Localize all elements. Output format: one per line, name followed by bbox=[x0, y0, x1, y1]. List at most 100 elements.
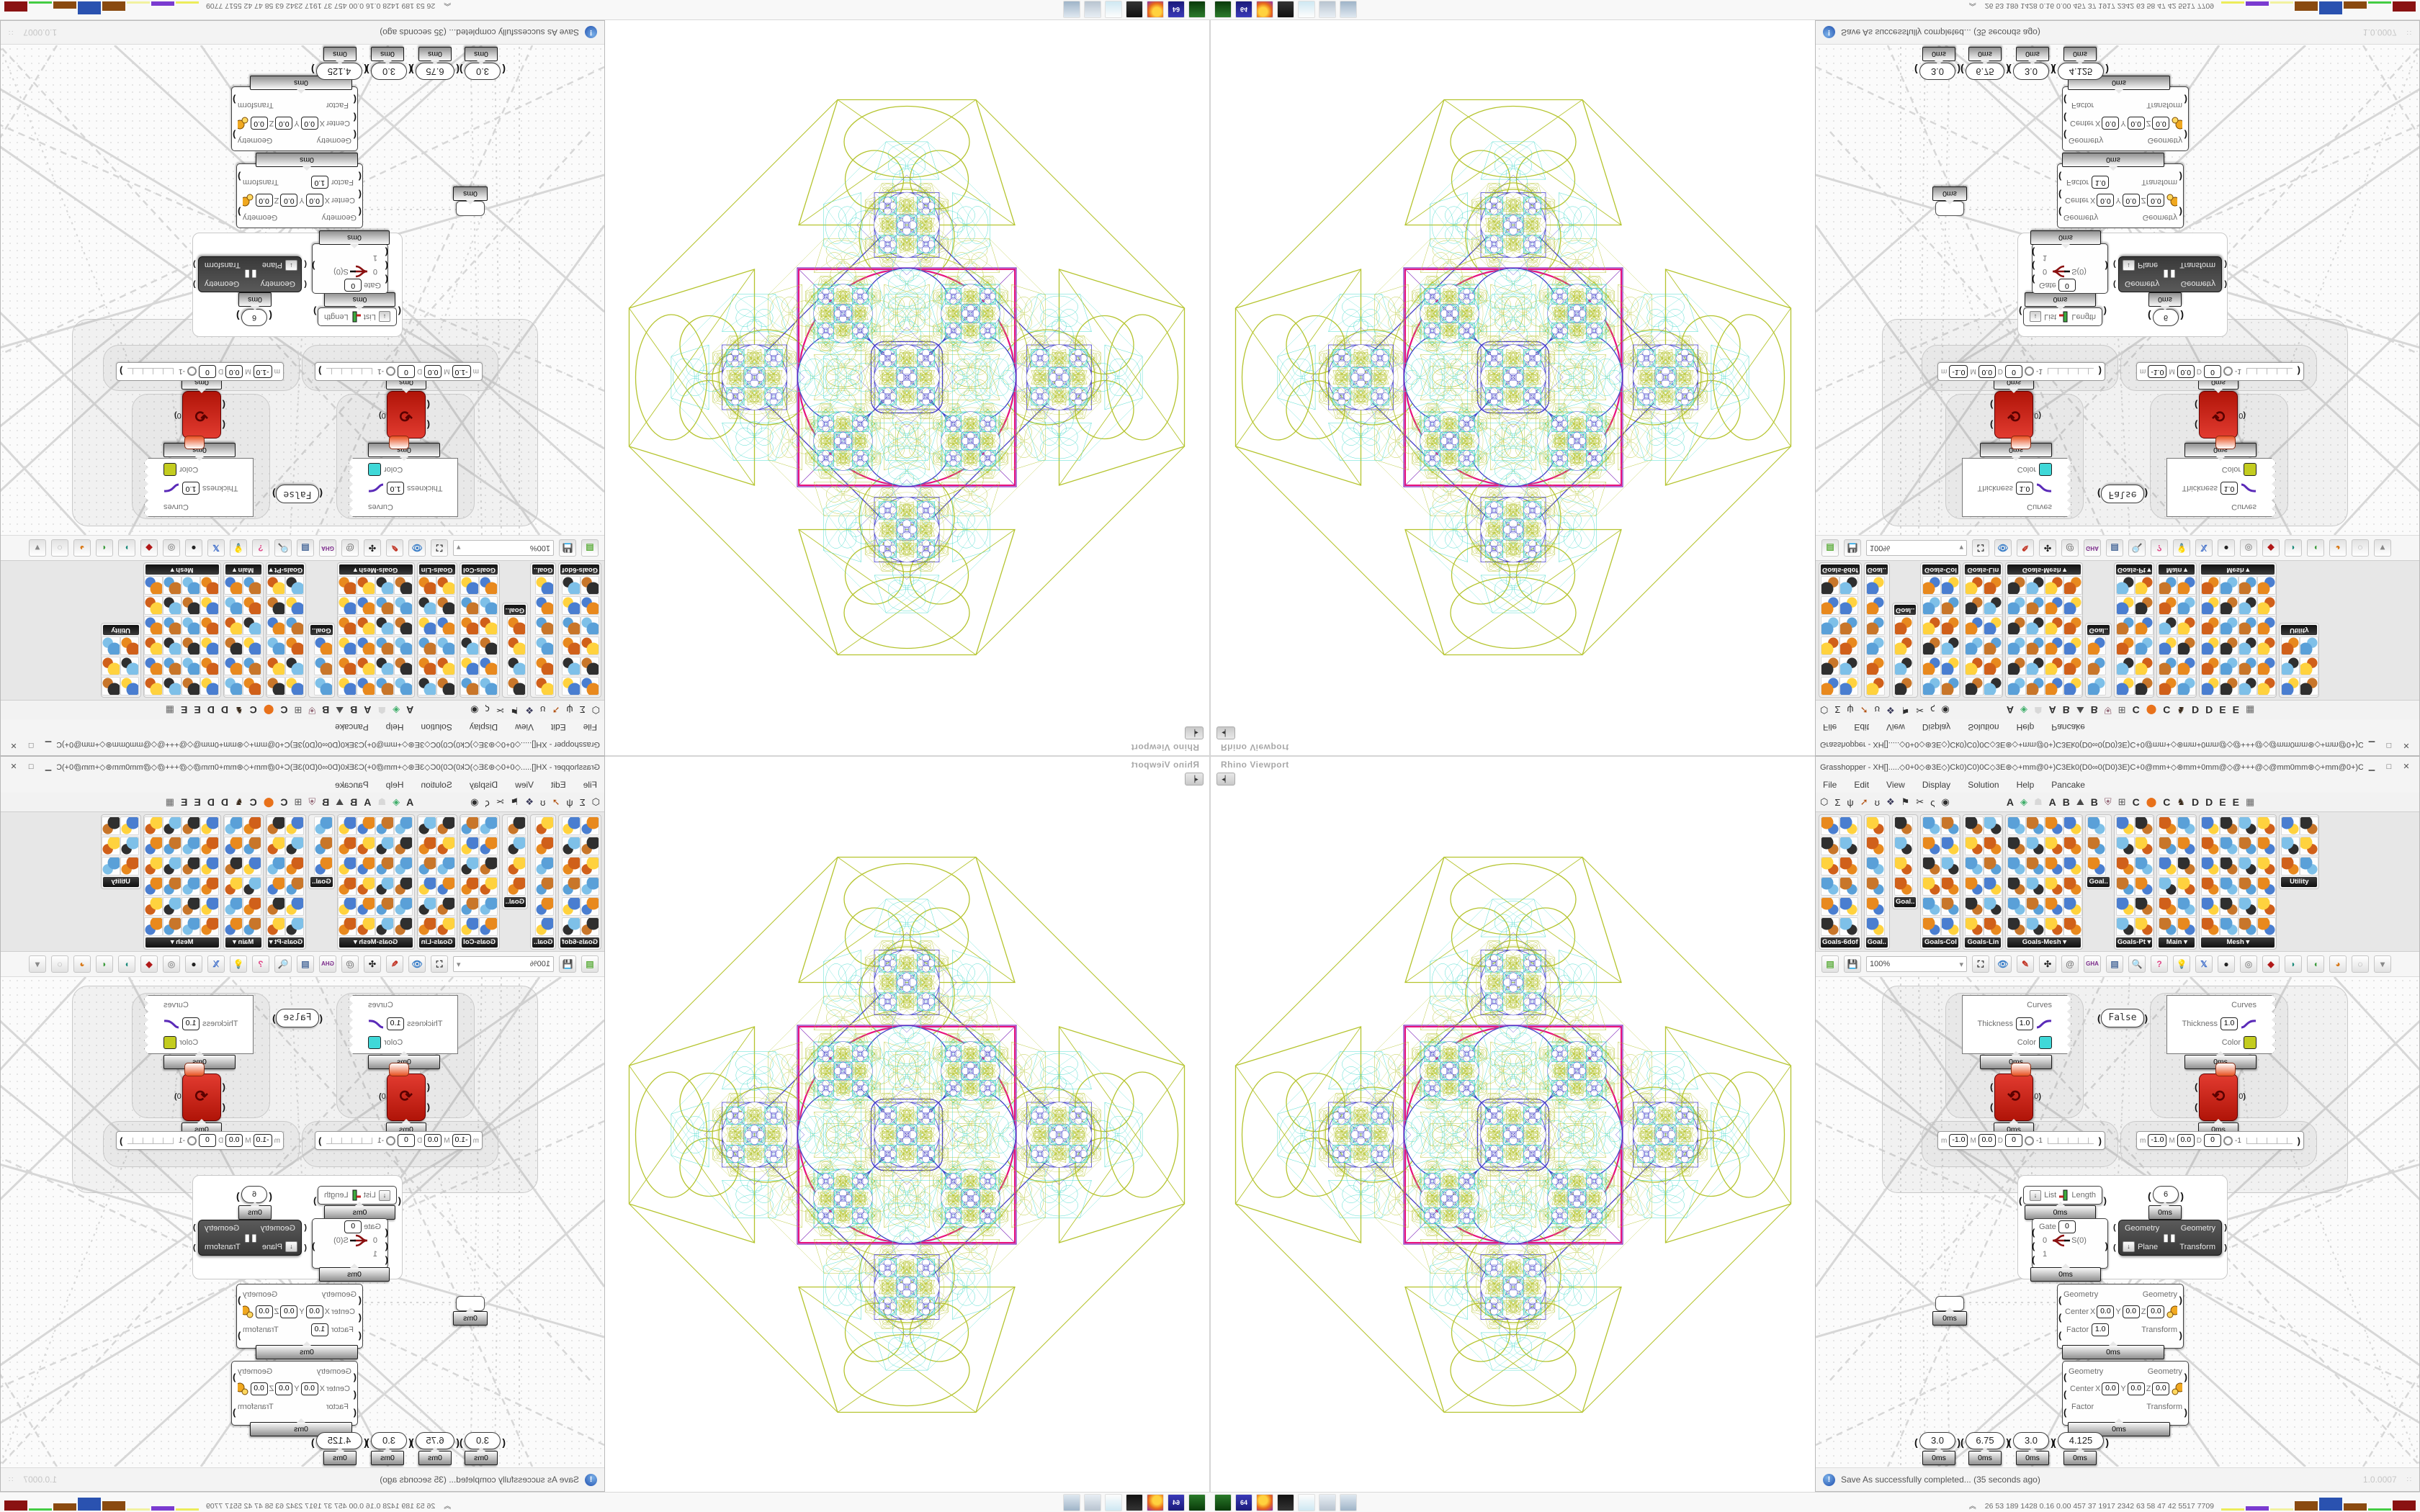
component-icon[interactable] bbox=[562, 596, 581, 615]
menu-item-pancake[interactable]: Pancake bbox=[335, 780, 369, 790]
tab-plugin-icon[interactable]: ◈ bbox=[2020, 705, 2027, 716]
component-icon[interactable] bbox=[2115, 616, 2135, 635]
grasshopper-canvas[interactable]: Curves Thickness 1.0 Color Curves Thickn… bbox=[1816, 977, 2419, 1467]
component-icon[interactable] bbox=[2281, 837, 2300, 855]
palette-group-label[interactable]: Goal.. bbox=[1865, 937, 1888, 948]
component-icon[interactable] bbox=[478, 657, 498, 675]
component-icon[interactable] bbox=[1984, 857, 2003, 876]
resource-monitor[interactable]: ︽ 26 53 189 1428 0.16 0.00 457 37 1917 23… bbox=[4, 1495, 451, 1511]
component-icon[interactable] bbox=[1922, 877, 1942, 896]
component-icon[interactable] bbox=[436, 837, 455, 855]
component-icon[interactable] bbox=[2257, 917, 2277, 936]
component-icon[interactable] bbox=[266, 917, 286, 936]
component-icon[interactable] bbox=[460, 917, 479, 936]
component-icon[interactable] bbox=[2026, 657, 2045, 675]
component-icon[interactable] bbox=[2007, 616, 2027, 635]
z-value[interactable]: 0.0 bbox=[2147, 194, 2165, 207]
component-icon[interactable] bbox=[266, 576, 286, 595]
component-icon[interactable] bbox=[2201, 596, 2220, 615]
component-icon[interactable] bbox=[1984, 616, 2003, 635]
component-icon[interactable] bbox=[1941, 677, 1960, 696]
component-icon[interactable] bbox=[2238, 837, 2258, 855]
component-icon[interactable] bbox=[2238, 877, 2258, 896]
component-icon[interactable] bbox=[506, 816, 526, 835]
x-value[interactable]: 0.0 bbox=[305, 1305, 323, 1318]
component-icon[interactable] bbox=[1821, 917, 1839, 936]
thickness-value[interactable]: 1.0 bbox=[2220, 1017, 2238, 1030]
tab-plugin-icon[interactable]: ⚑ bbox=[1901, 705, 1910, 716]
tab-plugin-icon[interactable]: ▦ bbox=[2245, 705, 2255, 716]
scale-component[interactable]: Geometry Geometry Center X 0.0 Y 0.0 Z 0… bbox=[236, 1284, 363, 1349]
component-icon[interactable] bbox=[1821, 677, 1839, 696]
component-icon[interactable] bbox=[2257, 857, 2277, 876]
component-icon[interactable] bbox=[2045, 877, 2064, 896]
chevron-up-icon[interactable]: ︽ bbox=[444, 1, 452, 10]
idea-bulb-icon[interactable]: 💡 bbox=[230, 539, 247, 557]
component-icon[interactable] bbox=[120, 857, 139, 876]
tab-plugin-icon[interactable]: ◈ bbox=[393, 796, 400, 807]
component-icon[interactable] bbox=[417, 877, 436, 896]
slider-knob[interactable] bbox=[2223, 366, 2233, 377]
printer-icon[interactable] bbox=[1063, 1, 1080, 19]
toolbar-more-dropdown[interactable]: ▾ bbox=[29, 955, 46, 973]
component-icon[interactable] bbox=[478, 677, 498, 696]
component-icon[interactable] bbox=[356, 816, 375, 835]
component-icon[interactable] bbox=[562, 616, 581, 635]
gene-pool-slider[interactable]: m -1.0 M 0.0 D 0 -1 ) bbox=[1937, 1131, 2105, 1150]
finder-icon[interactable]: 🔍 bbox=[2128, 955, 2146, 973]
thickness-value[interactable]: 1.0 bbox=[2016, 1017, 2033, 1030]
digits-value[interactable]: 0 bbox=[2204, 1134, 2222, 1147]
component-icon[interactable] bbox=[356, 616, 375, 635]
error-component[interactable]: ⟲ 0) bbox=[174, 1063, 221, 1121]
gate-value[interactable]: 0 bbox=[2058, 1220, 2076, 1233]
number-capsule[interactable]: 3.0 bbox=[2013, 63, 2049, 80]
palette-group-label[interactable]: Goal.. bbox=[310, 625, 333, 635]
flatten-button[interactable]: ↓ bbox=[2123, 1241, 2135, 1252]
gene-pool-slider[interactable]: m -1.0 M 0.0 D 0 -1 ) bbox=[315, 1131, 483, 1150]
tab-plugin-icon[interactable]: ψ bbox=[1847, 704, 1854, 716]
component-icon[interactable] bbox=[581, 636, 599, 655]
component-icon[interactable] bbox=[2257, 636, 2277, 655]
palette-group-label[interactable]: Goals-Mesh ▾ bbox=[339, 564, 413, 575]
slider-track[interactable] bbox=[326, 1137, 373, 1144]
component-icon[interactable] bbox=[1821, 576, 1839, 595]
tab-plugin-icon[interactable]: ☗ bbox=[377, 705, 387, 716]
max-value[interactable]: 0.0 bbox=[1978, 1134, 1996, 1147]
component-icon[interactable] bbox=[506, 636, 526, 655]
list-length-component[interactable]: ↓ List Length bbox=[318, 307, 397, 326]
component-icon[interactable] bbox=[535, 657, 555, 675]
preview-settings-panel-left[interactable]: Curves Thickness 1.0 Color bbox=[1962, 995, 2071, 1054]
menu-item-solution[interactable]: Solution bbox=[1968, 780, 1999, 790]
component-icon[interactable] bbox=[2220, 636, 2239, 655]
component-icon[interactable] bbox=[2159, 616, 2178, 635]
preview-settings-panel-left[interactable]: Curves Thickness 1.0 Color bbox=[349, 995, 458, 1054]
printer-icon[interactable] bbox=[1340, 1493, 1357, 1511]
gene-pool-slider[interactable]: m -1.0 M 0.0 D 0 -1 ) bbox=[2136, 362, 2304, 381]
palette-group-label[interactable]: Goal.. bbox=[1894, 605, 1917, 615]
component-icon[interactable] bbox=[2007, 677, 2027, 696]
component-icon[interactable] bbox=[266, 897, 286, 916]
component-icon[interactable] bbox=[200, 657, 219, 675]
component-icon[interactable] bbox=[1821, 857, 1839, 876]
minimize-button[interactable]: ▁ bbox=[40, 739, 57, 752]
component-icon[interactable] bbox=[200, 877, 219, 896]
component-icon[interactable] bbox=[436, 616, 455, 635]
component-icon[interactable] bbox=[143, 636, 163, 655]
component-icon[interactable] bbox=[181, 897, 200, 916]
component-icon[interactable] bbox=[2257, 816, 2277, 835]
scale-component[interactable]: Geometry Geometry Center X 0.0 Y 0.0 Z 0… bbox=[2057, 1284, 2184, 1349]
menu-item-pancake[interactable]: Pancake bbox=[335, 722, 369, 732]
output-port[interactable]: 0) bbox=[379, 411, 386, 420]
component-icon[interactable] bbox=[1821, 837, 1839, 855]
component-icon[interactable] bbox=[1965, 877, 1984, 896]
tab-category-B[interactable]: B bbox=[2090, 796, 2098, 808]
gene-pool-slider[interactable]: m -1.0 M 0.0 D 0 -1 ) bbox=[1937, 362, 2105, 381]
tab-plugin-icon[interactable]: ⚑ bbox=[510, 705, 519, 716]
component-icon[interactable] bbox=[242, 576, 261, 595]
tab-plugin-icon[interactable]: ⛰ bbox=[2076, 705, 2084, 716]
scale-component[interactable]: Geometry Geometry Center X 0.0 Y 0.0 Z 0… bbox=[231, 1361, 358, 1426]
component-icon[interactable] bbox=[2281, 636, 2300, 655]
simplify-button[interactable]: ↓ bbox=[2030, 311, 2042, 323]
x-value[interactable]: 0.0 bbox=[300, 1382, 318, 1395]
component-icon[interactable] bbox=[2300, 857, 2319, 876]
